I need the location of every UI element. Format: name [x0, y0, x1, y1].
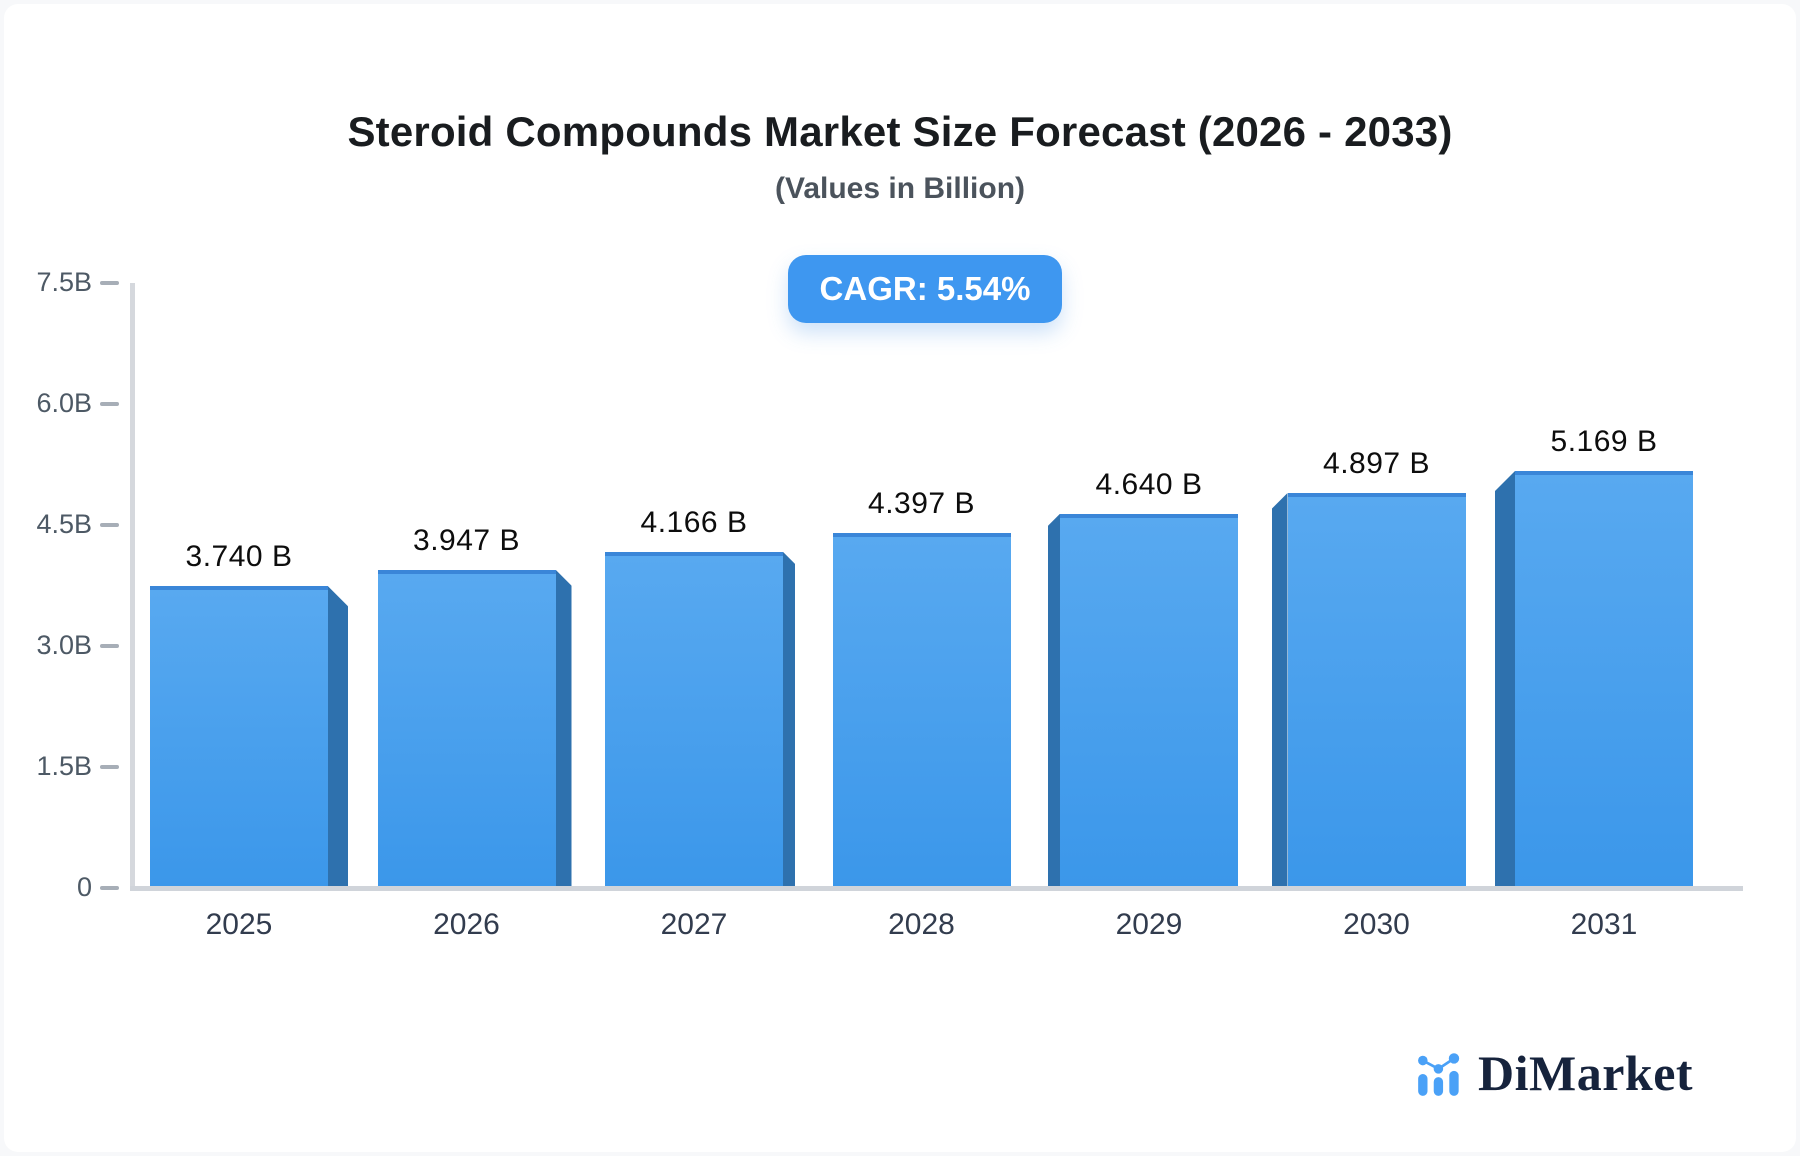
x-tick-label-2029: 2029: [1115, 908, 1183, 941]
x-tick-label-2028: 2028: [888, 908, 955, 941]
bar-value-label: 4.897 B: [1323, 446, 1430, 480]
y-tick-label: 1.5B: [36, 750, 92, 781]
chart-title: Steroid Compounds Market Size Forecast (…: [347, 108, 1453, 155]
y-tick-mark: [100, 886, 119, 890]
x-tick-label-2025: 2025: [205, 908, 273, 941]
y-tick-label: 0: [76, 872, 92, 902]
bar-2027: [605, 551, 783, 886]
bar-side-panel-2031: [1495, 471, 1515, 886]
y-tick-mark: [100, 401, 119, 406]
bar-2030: [1287, 492, 1466, 886]
y-tick-mark: [100, 764, 119, 769]
bar-side-panel-2025: [328, 586, 348, 886]
brand-logo: DiMarket: [1414, 1038, 1724, 1108]
y-axis-line: [130, 283, 135, 891]
bar-value-label: 3.947 B: [413, 523, 520, 557]
bar-value-label: 4.166 B: [640, 505, 748, 539]
bar-2029: [1060, 513, 1238, 886]
y-tick-label: 4.5B: [36, 508, 92, 539]
x-tick-label-2031: 2031: [1570, 908, 1638, 941]
bar-value-label: 4.640 B: [1095, 467, 1203, 501]
y-tick-mark: [100, 280, 119, 285]
bar-side-panel-2027: [783, 551, 795, 886]
bar-side-panel-2026: [555, 569, 572, 886]
mini-bar-line-chart-icon: [1418, 1053, 1460, 1096]
bar-2031: [1515, 471, 1693, 886]
chart-subtitle: (Values in Billion): [774, 172, 1026, 205]
x-tick-label-2030: 2030: [1343, 908, 1410, 941]
x-axis-line: [130, 886, 1743, 891]
y-tick-label: 7.5B: [36, 266, 92, 297]
y-tick-mark: [100, 643, 119, 648]
y-tick-label: 6.0B: [36, 387, 92, 418]
cagr-badge: CAGR: 5.54%: [788, 255, 1062, 323]
y-tick-label: 3.0B: [36, 629, 92, 660]
x-tick-label-2026: 2026: [433, 908, 500, 941]
bar-side-panel-2030: [1271, 492, 1288, 886]
bar-2028: [832, 533, 1011, 886]
bar-2026: [377, 569, 556, 886]
brand-name: DiMarket: [1478, 1045, 1694, 1101]
bar-2025: [150, 586, 328, 886]
bar-side-panel-2029: [1048, 513, 1060, 886]
bar-value-label: 5.169 B: [1550, 425, 1658, 459]
x-tick-label-2027: 2027: [660, 908, 728, 941]
bar-value-label: 4.397 B: [868, 487, 975, 521]
bar-value-label: 3.740 B: [185, 540, 293, 574]
y-tick-mark: [100, 522, 119, 527]
